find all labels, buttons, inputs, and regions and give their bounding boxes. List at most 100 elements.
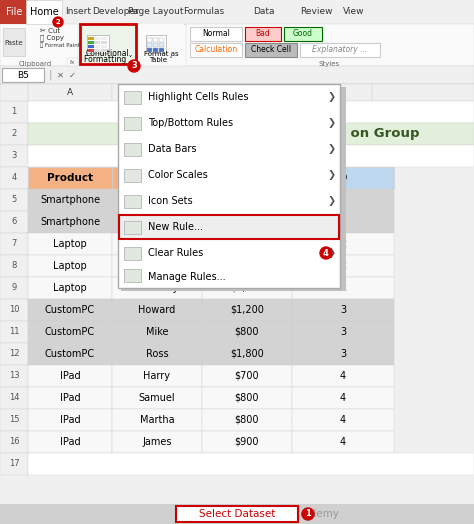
Text: ❯: ❯ <box>328 248 336 258</box>
FancyBboxPatch shape <box>292 189 394 211</box>
Text: Select Dataset: Select Dataset <box>199 509 275 519</box>
FancyBboxPatch shape <box>88 37 94 40</box>
Text: B5: B5 <box>17 71 29 80</box>
Text: 6: 6 <box>11 217 17 226</box>
FancyBboxPatch shape <box>94 37 100 40</box>
Text: Harry: Harry <box>144 371 171 381</box>
FancyBboxPatch shape <box>292 321 394 343</box>
Text: 0: 0 <box>339 173 346 183</box>
Text: 3: 3 <box>340 305 346 315</box>
FancyBboxPatch shape <box>292 233 394 255</box>
Text: based on Group: based on Group <box>301 127 419 140</box>
FancyBboxPatch shape <box>292 431 394 453</box>
Text: Home: Home <box>29 7 58 17</box>
FancyBboxPatch shape <box>292 365 394 387</box>
FancyBboxPatch shape <box>0 504 474 524</box>
FancyBboxPatch shape <box>28 145 474 167</box>
FancyBboxPatch shape <box>0 277 28 299</box>
Text: $400: $400 <box>235 195 259 205</box>
FancyBboxPatch shape <box>284 27 322 41</box>
FancyBboxPatch shape <box>0 255 28 277</box>
Text: Clipboard: Clipboard <box>18 61 52 67</box>
FancyBboxPatch shape <box>124 221 141 234</box>
FancyBboxPatch shape <box>202 255 292 277</box>
Text: $800: $800 <box>235 393 259 403</box>
FancyBboxPatch shape <box>0 145 28 167</box>
FancyBboxPatch shape <box>292 255 394 277</box>
FancyBboxPatch shape <box>186 24 474 66</box>
Text: ❯: ❯ <box>328 196 336 206</box>
FancyBboxPatch shape <box>153 38 158 42</box>
Text: 2: 2 <box>11 129 17 138</box>
Circle shape <box>320 247 332 259</box>
Text: Data: Data <box>253 7 275 16</box>
Text: 5: 5 <box>11 195 17 204</box>
FancyBboxPatch shape <box>0 365 28 387</box>
FancyBboxPatch shape <box>176 506 298 522</box>
FancyBboxPatch shape <box>124 91 141 104</box>
FancyBboxPatch shape <box>300 43 380 57</box>
Text: 4: 4 <box>340 371 346 381</box>
FancyBboxPatch shape <box>112 84 202 101</box>
Text: IPad: IPad <box>60 415 80 425</box>
FancyBboxPatch shape <box>28 277 112 299</box>
FancyBboxPatch shape <box>88 40 94 44</box>
FancyBboxPatch shape <box>124 195 141 208</box>
FancyBboxPatch shape <box>28 453 474 475</box>
FancyBboxPatch shape <box>124 247 141 260</box>
Text: Laptop: Laptop <box>53 283 87 293</box>
FancyBboxPatch shape <box>292 84 372 101</box>
Text: B: B <box>154 88 160 97</box>
Text: 14: 14 <box>9 394 19 402</box>
Text: Paste: Paste <box>5 40 23 46</box>
Text: $900: $900 <box>235 437 259 447</box>
FancyBboxPatch shape <box>112 211 202 233</box>
Text: Smartphone: Smartphone <box>40 217 100 227</box>
FancyBboxPatch shape <box>28 101 474 123</box>
Text: Data Bars: Data Bars <box>148 144 197 154</box>
Text: Formulas: Formulas <box>183 7 225 16</box>
Text: 3: 3 <box>11 151 17 160</box>
FancyBboxPatch shape <box>146 35 166 53</box>
FancyBboxPatch shape <box>159 48 164 52</box>
FancyBboxPatch shape <box>101 40 107 44</box>
Circle shape <box>128 60 140 72</box>
FancyBboxPatch shape <box>0 0 28 24</box>
FancyBboxPatch shape <box>101 49 107 52</box>
Text: Manage Rules...: Manage Rules... <box>148 272 226 282</box>
FancyBboxPatch shape <box>0 321 28 343</box>
FancyBboxPatch shape <box>0 453 28 475</box>
FancyBboxPatch shape <box>28 84 112 101</box>
Text: D: D <box>244 88 250 97</box>
FancyBboxPatch shape <box>202 321 292 343</box>
FancyBboxPatch shape <box>292 343 394 365</box>
Text: 10: 10 <box>9 305 19 314</box>
FancyBboxPatch shape <box>0 24 474 66</box>
Text: Exceldemy: Exceldemy <box>282 509 338 519</box>
Text: IPad: IPad <box>60 393 80 403</box>
FancyBboxPatch shape <box>202 233 292 255</box>
FancyBboxPatch shape <box>159 38 164 42</box>
FancyBboxPatch shape <box>124 169 141 182</box>
FancyBboxPatch shape <box>28 299 112 321</box>
FancyBboxPatch shape <box>124 269 141 282</box>
Text: $700: $700 <box>235 217 259 227</box>
FancyBboxPatch shape <box>0 409 28 431</box>
Text: CustomPC: CustomPC <box>45 327 95 337</box>
FancyBboxPatch shape <box>101 45 107 48</box>
FancyBboxPatch shape <box>94 49 100 52</box>
FancyBboxPatch shape <box>88 49 94 52</box>
Text: Samuel: Samuel <box>139 393 175 403</box>
FancyBboxPatch shape <box>112 255 202 277</box>
FancyBboxPatch shape <box>0 167 28 189</box>
Text: Formatting ˅: Formatting ˅ <box>84 56 132 64</box>
Text: 3: 3 <box>340 327 346 337</box>
Text: 🖌 Format Painter: 🖌 Format Painter <box>40 42 85 48</box>
FancyBboxPatch shape <box>94 45 100 48</box>
Text: Mike: Mike <box>146 327 168 337</box>
FancyBboxPatch shape <box>0 123 28 145</box>
Text: $1,200: $1,200 <box>230 305 264 315</box>
FancyBboxPatch shape <box>121 87 346 291</box>
FancyBboxPatch shape <box>292 211 394 233</box>
FancyBboxPatch shape <box>138 24 184 64</box>
